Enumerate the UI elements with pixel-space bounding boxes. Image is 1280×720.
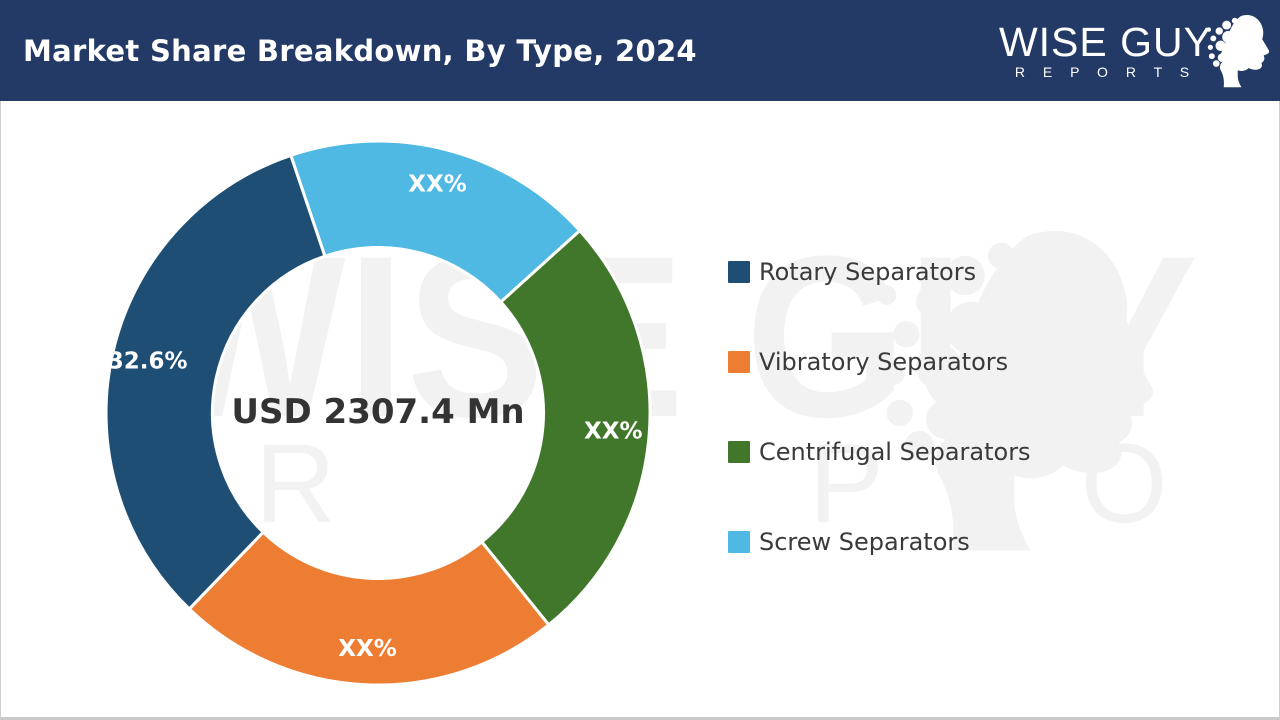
legend-swatch [728,261,750,283]
wise-guy-logo: WISE GUY R E P O R T S [999,2,1274,99]
header-bar: Market Share Breakdown, By Type, 2024 WI… [0,0,1280,101]
legend-item: Rotary Separators [728,257,1031,287]
donut-segment-centrifugal-separators [480,229,652,627]
legend-label: Rotary Separators [759,258,977,286]
logo-wordmark: WISE GUY [998,18,1212,65]
donut-segment-vibratory-separators [187,530,551,687]
chart-center-value: USD 2307.4 Mn [231,392,525,432]
donut-chart: XX% XX% XX% 32.6% [104,139,652,687]
legend-swatch [728,441,750,463]
chart-legend: Rotary Separators Vibratory Separators Cen… [728,257,1031,557]
segment-label: XX% [408,172,467,198]
segment-label: 32.6% [108,348,188,374]
logo-subtitle: R E P O R T S [1014,63,1197,80]
legend-swatch [728,351,750,373]
legend-label: Vibratory Separators [759,348,1009,376]
head-profile-icon [1206,14,1270,87]
segment-label: XX% [338,636,397,662]
legend-item: Screw Separators [728,527,1031,557]
legend-label: Screw Separators [759,528,970,556]
segment-label: XX% [584,419,643,445]
legend-item: Vibratory Separators [728,347,1031,377]
legend-swatch [728,531,750,553]
legend-item: Centrifugal Separators [728,437,1031,467]
legend-label: Centrifugal Separators [759,438,1031,466]
logo-text: WISE GUY R E P O R T S [998,18,1212,80]
donut-segment-rotary-separators [104,153,327,611]
donut-segment-screw-separators [289,139,582,304]
page-title: Market Share Breakdown, By Type, 2024 [23,33,697,68]
